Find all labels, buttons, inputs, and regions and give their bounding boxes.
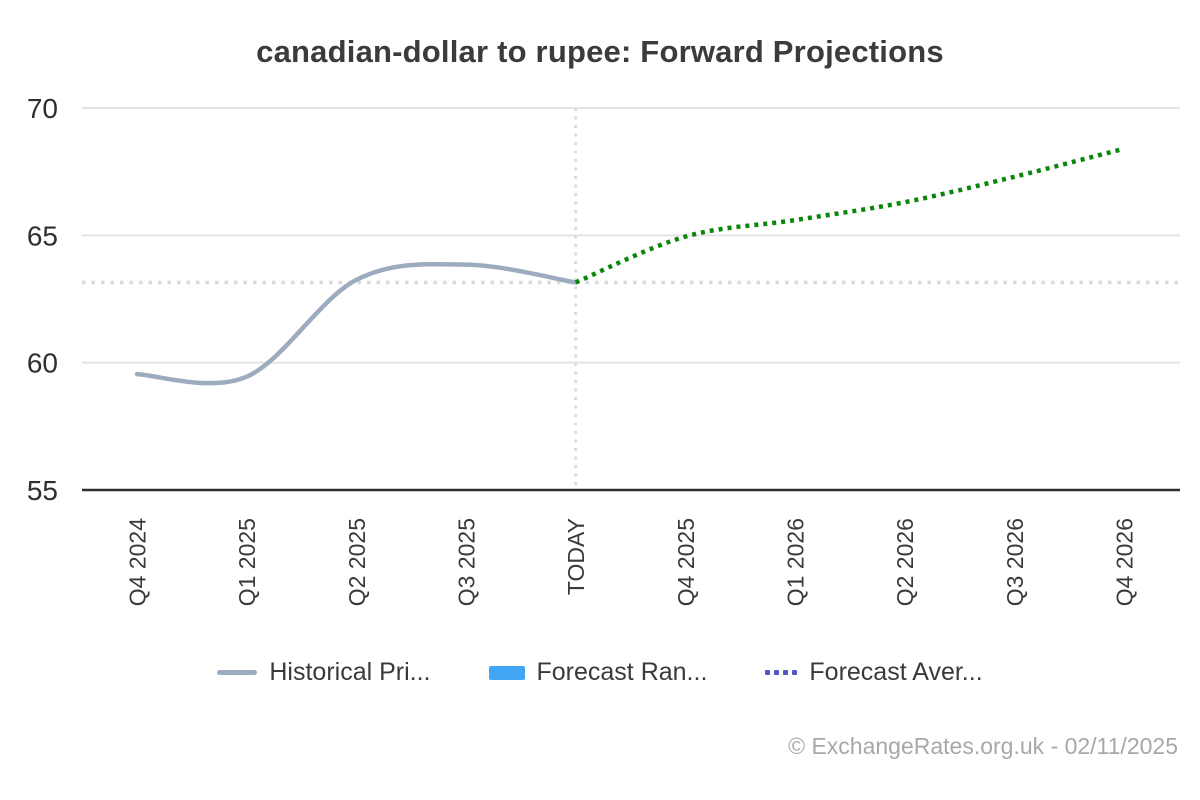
y-axis-tick-label: 60 — [27, 348, 58, 379]
x-axis-tick-label: Q4 2025 — [673, 518, 699, 606]
forecast-average-dotted-swatch-icon — [765, 670, 798, 675]
legend-label: Historical Pri... — [269, 658, 431, 686]
x-axis-tick-label: Q3 2026 — [1002, 518, 1028, 606]
legend-item-historical-price[interactable]: Historical Pri... — [217, 658, 431, 687]
x-axis-tick-label: Q4 2024 — [125, 518, 151, 606]
historical-line-swatch-icon — [217, 670, 258, 675]
legend-item-forecast-average[interactable]: Forecast Aver... — [765, 658, 983, 687]
x-axis-tick-label: Q3 2025 — [454, 518, 480, 606]
x-axis-tick-label: Q4 2026 — [1112, 518, 1138, 606]
legend-label: Forecast Ran... — [536, 658, 708, 686]
x-axis-tick-label: Q1 2026 — [783, 518, 809, 606]
forecast-average-line — [574, 146, 1125, 285]
x-axis-tick-label: Q1 2025 — [234, 518, 260, 606]
forecast-range-swatch-icon — [488, 665, 525, 680]
copyright-watermark: © ExchangeRates.org.uk - 02/11/2025 — [788, 733, 1178, 759]
x-axis-tick-label: TODAY — [563, 518, 589, 595]
x-axis-tick-label: Q2 2026 — [892, 518, 918, 606]
historical-price-line — [134, 261, 578, 386]
legend-label: Forecast Aver... — [809, 658, 983, 686]
chart-legend: Historical Pri... Forecast Ran... Foreca… — [0, 658, 1200, 687]
legend-item-forecast-range[interactable]: Forecast Ran... — [488, 658, 708, 687]
y-axis-tick-label: 55 — [27, 475, 58, 506]
y-axis-tick-label: 65 — [27, 220, 58, 251]
chart-title: canadian-dollar to rupee: Forward Projec… — [256, 34, 944, 69]
x-axis-tick-label: Q2 2025 — [344, 518, 370, 606]
y-axis-tick-label: 70 — [27, 93, 58, 124]
